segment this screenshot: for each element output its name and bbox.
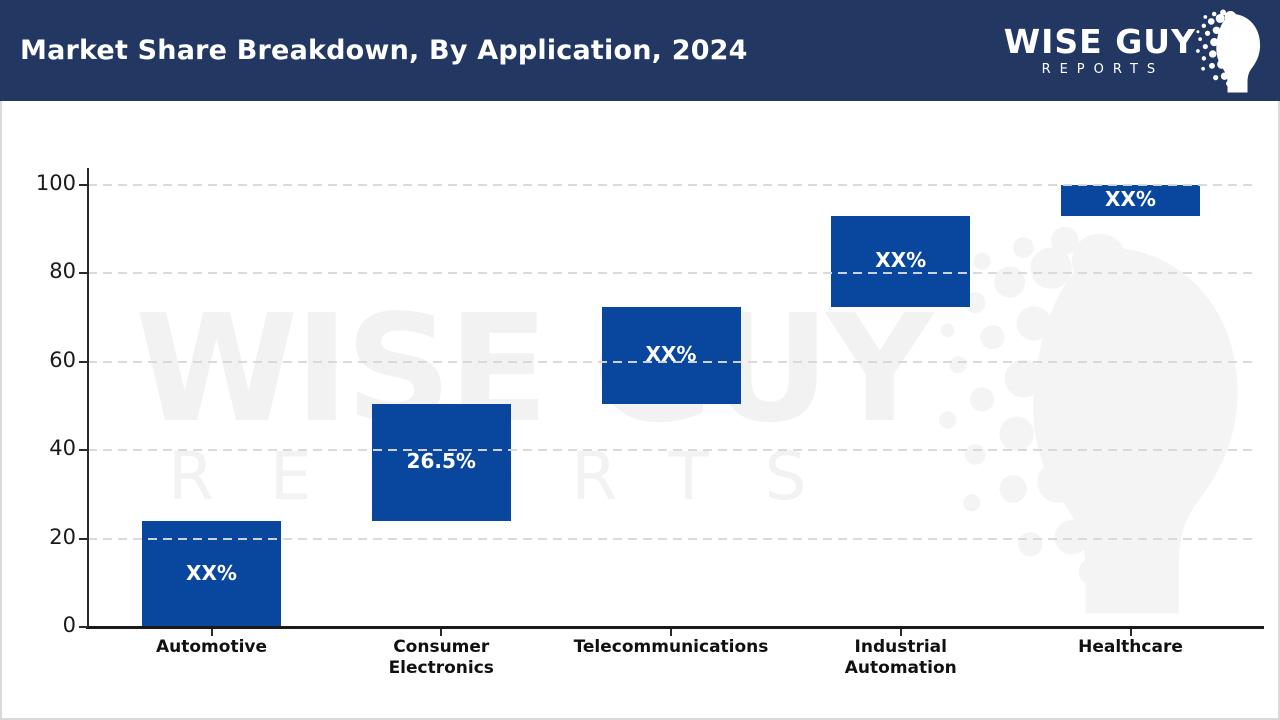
header-bar: Market Share Breakdown, By Application, … bbox=[0, 0, 1280, 101]
y-tick-mark-20 bbox=[79, 537, 88, 540]
bar-value-label-healthcare: XX% bbox=[1105, 187, 1156, 212]
x-tick-label-automotive: Automotive bbox=[155, 637, 268, 657]
x-tick-label-industrial-automation: Industrial Automation bbox=[844, 637, 957, 678]
y-axis-line bbox=[87, 168, 89, 628]
y-tick-label-20: 20 bbox=[49, 524, 76, 549]
gridline-60 bbox=[88, 360, 1258, 363]
bar-industrial-automation bbox=[831, 215, 971, 307]
wiseguy-logo: WISE GUY REPORTS bbox=[1004, 6, 1266, 96]
y-tick-label-60: 60 bbox=[49, 347, 76, 372]
y-tick-label-100: 100 bbox=[35, 171, 76, 195]
x-tick-mark-consumer-electronics bbox=[440, 629, 443, 636]
wiseguy-logo-text: WISE GUY REPORTS bbox=[1004, 25, 1196, 77]
y-tick-mark-0 bbox=[79, 626, 88, 628]
gridline-80 bbox=[88, 272, 1258, 275]
y-tick-mark-40 bbox=[79, 449, 88, 452]
frame-border-right bbox=[1278, 101, 1280, 720]
bar-healthcare bbox=[1061, 185, 1200, 216]
bar-telecommunications bbox=[601, 306, 741, 404]
x-tick-label-telecommunications: Telecommunications bbox=[573, 637, 769, 657]
bar-consumer-electronics bbox=[371, 403, 511, 521]
gridline-100 bbox=[88, 184, 1258, 186]
logo-name-label: WISE GUY bbox=[1003, 22, 1196, 62]
x-tick-mark-automotive bbox=[210, 629, 213, 636]
bar-value-label-consumer-electronics: 26.5% bbox=[406, 449, 476, 474]
wiseguy-face-icon bbox=[1192, 9, 1266, 93]
frame-border-bottom bbox=[0, 718, 1280, 720]
gridline-40 bbox=[88, 449, 1258, 452]
x-tick-label-consumer-electronics: Consumer Electronics bbox=[388, 637, 494, 678]
x-axis-line bbox=[86, 626, 1264, 629]
watermark-text: WISE GUY bbox=[135, 283, 933, 455]
y-tick-mark-60 bbox=[79, 360, 88, 363]
x-tick-mark-healthcare bbox=[1129, 629, 1132, 636]
x-tick-label-healthcare: Healthcare bbox=[1078, 637, 1183, 657]
y-tick-label-0: 0 bbox=[62, 613, 76, 637]
frame-border-left bbox=[0, 101, 2, 720]
gridline-20 bbox=[88, 537, 1258, 540]
y-tick-label-40: 40 bbox=[49, 436, 76, 461]
chart-title: Market Share Breakdown, By Application, … bbox=[20, 35, 748, 66]
y-tick-mark-80 bbox=[79, 272, 88, 275]
bar-value-label-automotive: XX% bbox=[186, 560, 237, 585]
bar-value-label-telecommunications: XX% bbox=[645, 342, 697, 367]
y-tick-label-80: 80 bbox=[49, 259, 76, 284]
y-tick-mark-100 bbox=[79, 184, 88, 186]
bar-value-label-industrial-automation: XX% bbox=[875, 248, 927, 273]
logo-sub-label: REPORTS bbox=[1041, 61, 1165, 77]
x-tick-mark-telecommunications bbox=[670, 629, 672, 636]
x-tick-mark-industrial-automation bbox=[899, 629, 902, 636]
